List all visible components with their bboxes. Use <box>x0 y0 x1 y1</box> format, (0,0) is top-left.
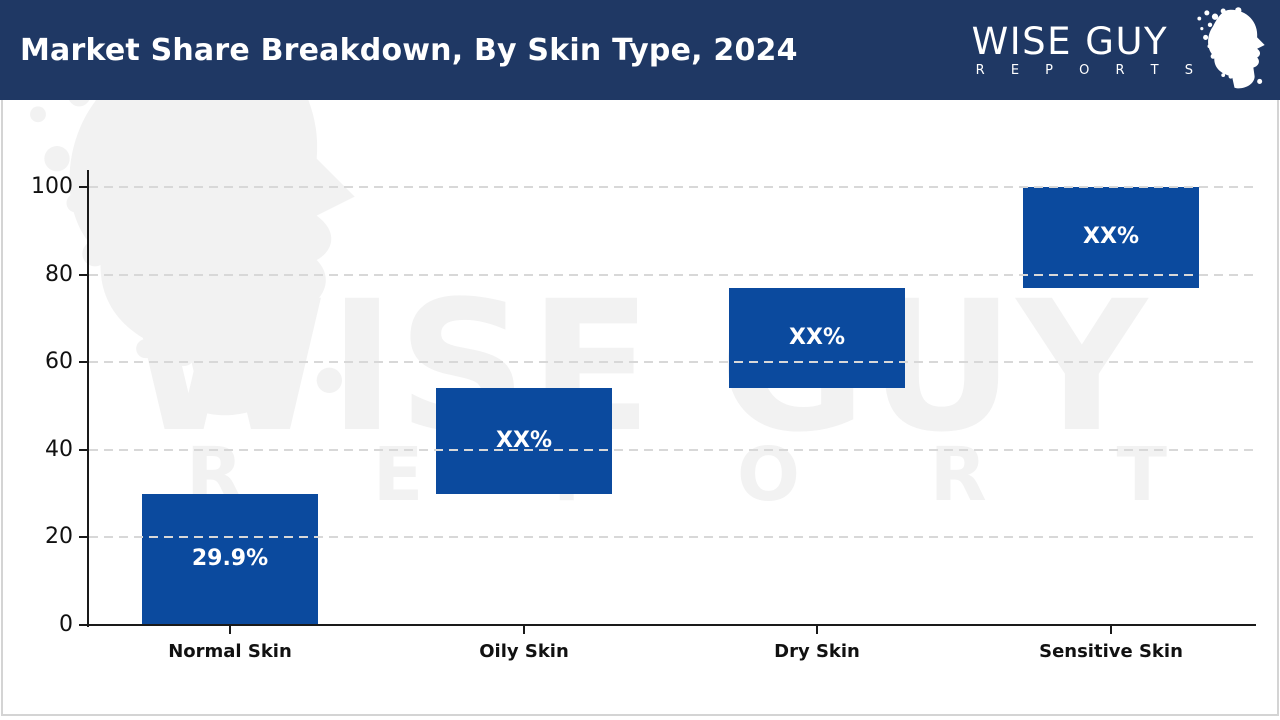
x-axis-tick-1 <box>229 625 231 634</box>
y-axis-tick-20 <box>79 536 87 538</box>
bar-dry-skin <box>729 287 905 389</box>
x-tick-label-1: Normal Skin <box>168 640 292 662</box>
logo-subname-text: R E P O R T S <box>975 63 1204 78</box>
y-axis <box>87 170 89 627</box>
y-axis-tick-100 <box>79 186 87 188</box>
wise-guy-logo: WISE GUY R E P O R T S <box>972 4 1274 96</box>
bar-value-label: XX% <box>1083 224 1139 250</box>
bar-value-label: XX% <box>789 324 845 350</box>
bar-sensitive-skin <box>1023 187 1199 288</box>
bar-oily-skin <box>436 388 612 494</box>
y-axis-tick-0 <box>79 623 87 626</box>
x-axis <box>87 624 1256 626</box>
y-tick-label-0: 0 <box>59 611 73 637</box>
page-title: Market Share Breakdown, By Skin Type, 20… <box>20 32 798 68</box>
y-tick-label-60: 60 <box>45 349 73 374</box>
x-tick-label-3: Dry Skin <box>774 640 860 662</box>
bar-value-label: XX% <box>496 427 552 453</box>
y-tick-label-20: 20 <box>45 524 73 549</box>
y-tick-label-80: 80 <box>45 261 73 287</box>
y-axis-tick-80 <box>79 273 87 276</box>
gridline-60 <box>89 361 1256 363</box>
chart-area: 0 20 40 60 80 100 29.9% Normal Skin XX% Oily Skin… <box>0 100 1280 720</box>
gridline-20 <box>89 536 1256 538</box>
y-axis-tick-60 <box>79 361 87 363</box>
gridline-100 <box>89 186 1256 188</box>
header-bar: Market Share Breakdown, By Skin Type, 20… <box>0 0 1280 100</box>
gridline-80 <box>89 273 1256 276</box>
y-axis-tick-40 <box>79 448 87 451</box>
watermark-name-text: WISE GUY <box>128 263 1150 472</box>
x-axis-tick-3 <box>816 625 818 634</box>
bar-normal-skin <box>142 493 318 625</box>
x-axis-tick-2 <box>523 625 525 634</box>
logo-name-text: WISE GUY <box>971 20 1169 63</box>
bar-value-label: 29.9% <box>191 546 269 572</box>
logo-text: WISE GUY R E P O R T S <box>972 23 1204 77</box>
x-tick-label-4: Sensitive Skin <box>1039 640 1183 662</box>
dotted-head-icon <box>1197 7 1265 89</box>
y-tick-label-40: 40 <box>45 436 73 462</box>
gridline-40 <box>89 448 1256 451</box>
x-tick-label-2: Oily Skin <box>479 640 569 662</box>
x-axis-tick-4 <box>1110 625 1112 634</box>
y-tick-label-100: 100 <box>31 174 73 199</box>
